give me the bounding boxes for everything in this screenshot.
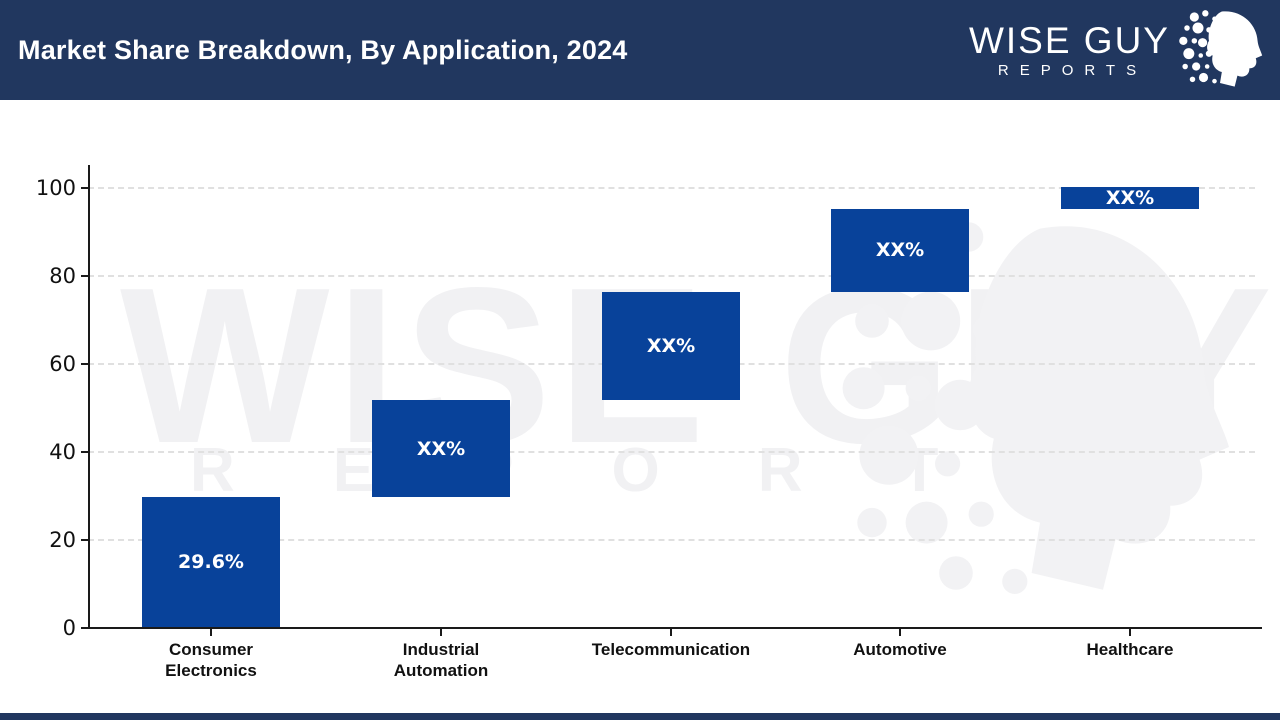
- x-axis-label-industrial-automation: Industrial Automation: [393, 640, 489, 680]
- page-title: Market Share Breakdown, By Application, …: [18, 34, 628, 65]
- x-tick-mark-telecommunication: [670, 629, 672, 636]
- bar-automotive: XX%: [831, 209, 969, 292]
- x-tick-mark-healthcare: [1129, 629, 1131, 636]
- y-axis-tick-label-100: 100: [35, 176, 76, 200]
- y-axis-tick-label-60: 60: [49, 352, 76, 376]
- y-tick-mark-80: [81, 275, 88, 277]
- bar-industrial-automation: XX%: [372, 400, 510, 497]
- y-tick-mark-20: [81, 539, 88, 541]
- watermark-head-icon: [842, 222, 1229, 594]
- y-tick-mark-40: [81, 451, 88, 453]
- x-axis-label-healthcare: Healthcare: [1086, 640, 1174, 659]
- y-axis-line: [88, 165, 90, 627]
- bar-consumer-electronics: 29.6%: [142, 496, 280, 627]
- x-tick-mark-consumer-electronics: [210, 629, 212, 636]
- y-tick-mark-0: [81, 627, 88, 629]
- y-axis-tick-label-20: 20: [49, 528, 76, 552]
- bar-healthcare: XX%: [1061, 187, 1199, 209]
- x-axis-label-automotive: Automotive: [853, 640, 947, 659]
- bar-telecommunication: XX%: [602, 291, 740, 401]
- head-profile-icon: [1179, 10, 1263, 87]
- bar-value-label-industrial-automation: XX%: [416, 437, 466, 460]
- watermark-reports: REPORTS: [190, 436, 1176, 505]
- gridline-40: [88, 451, 1255, 453]
- y-axis-tick-label-40: 40: [49, 440, 76, 464]
- bar-value-label-telecommunication: XX%: [646, 335, 696, 358]
- y-tick-mark-60: [81, 363, 88, 365]
- logo-subtitle: REPORTS: [997, 62, 1148, 79]
- wise-guy-reports-logo: WISE GUY REPORTS: [969, 6, 1266, 94]
- bar-value-label-consumer-electronics: 29.6%: [178, 550, 244, 573]
- footer-bar: [0, 713, 1280, 720]
- bar-value-label-healthcare: XX%: [1105, 187, 1155, 209]
- x-axis-line: [88, 627, 1262, 629]
- plot-area: 0 20 40 60 80 100 29.6% Consumer Electronics XX% I…: [0, 100, 1280, 714]
- logo-wordmark: WISE GUY: [968, 20, 1170, 61]
- y-axis-tick-label-80: 80: [49, 264, 76, 288]
- gridline-20: [88, 539, 1255, 541]
- gridline-80: [88, 275, 1255, 277]
- bar-value-label-automotive: XX%: [875, 239, 925, 262]
- x-tick-mark-automotive: [899, 629, 901, 636]
- header-bar: Market Share Breakdown, By Application, …: [0, 0, 1280, 100]
- x-axis-label-telecommunication: Telecommunication: [591, 640, 751, 659]
- y-axis-tick-label-0: 0: [62, 616, 76, 640]
- gridline-100: [88, 187, 1255, 189]
- logo-text: WISE GUY REPORTS: [969, 22, 1170, 78]
- x-tick-mark-industrial-automation: [440, 629, 442, 636]
- y-tick-mark-100: [81, 187, 88, 189]
- x-axis-label-consumer-electronics: Consumer Electronics: [165, 640, 257, 680]
